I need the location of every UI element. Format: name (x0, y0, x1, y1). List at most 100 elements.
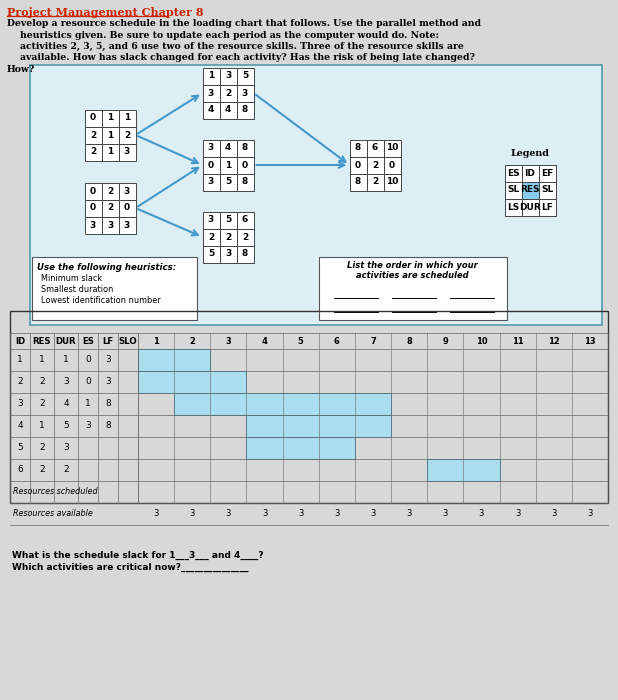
Text: 2: 2 (225, 232, 231, 241)
Bar (237, 228, 253, 246)
Text: 0: 0 (389, 160, 395, 169)
Text: 3: 3 (17, 400, 23, 409)
Bar (219, 246, 237, 262)
Text: DUR: DUR (519, 202, 541, 211)
Bar (101, 127, 119, 144)
Text: 6: 6 (17, 466, 23, 475)
Text: 10: 10 (386, 144, 398, 153)
Text: SL: SL (541, 186, 553, 195)
Text: Lowest identification number: Lowest identification number (41, 296, 161, 305)
Bar (219, 139, 237, 157)
Text: DUR: DUR (56, 337, 76, 346)
Text: SL: SL (507, 186, 519, 195)
Text: 9: 9 (442, 337, 448, 346)
Bar (30, 65, 602, 325)
Bar (138, 349, 210, 371)
Bar (522, 199, 538, 216)
FancyBboxPatch shape (32, 256, 197, 319)
Text: 1: 1 (107, 113, 113, 122)
Bar (538, 199, 556, 216)
Text: 3: 3 (208, 88, 214, 97)
Text: ES: ES (82, 337, 94, 346)
Text: 10: 10 (386, 178, 398, 186)
Bar (119, 183, 135, 200)
Text: 2: 2 (39, 377, 45, 386)
Bar (219, 85, 237, 102)
Text: 3: 3 (334, 510, 339, 519)
Text: 3: 3 (63, 377, 69, 386)
Bar (219, 228, 237, 246)
Bar (203, 228, 219, 246)
Bar (10, 311, 608, 503)
Text: 5: 5 (242, 71, 248, 80)
Bar (119, 144, 135, 160)
Bar (101, 216, 119, 234)
Text: 3: 3 (407, 510, 412, 519)
Text: 3: 3 (208, 178, 214, 186)
Text: activities 2, 3, 5, and 6 use two of the resource skills. Three of the resource : activities 2, 3, 5, and 6 use two of the… (7, 42, 464, 51)
Text: 3: 3 (226, 337, 231, 346)
Bar (522, 164, 538, 181)
Bar (350, 174, 366, 190)
Text: 1: 1 (225, 160, 231, 169)
Bar (237, 174, 253, 190)
Text: LS: LS (507, 202, 519, 211)
Text: ES: ES (507, 169, 519, 178)
Bar (504, 199, 522, 216)
Text: 1: 1 (124, 113, 130, 122)
Text: 8: 8 (355, 178, 361, 186)
Text: Resources scheduled: Resources scheduled (13, 487, 98, 496)
Bar (504, 164, 522, 181)
Text: 2: 2 (242, 232, 248, 241)
Bar (219, 157, 237, 174)
Text: 1: 1 (17, 356, 23, 365)
Bar (101, 183, 119, 200)
Bar (237, 246, 253, 262)
Bar (203, 211, 219, 228)
Text: 8: 8 (406, 337, 412, 346)
Bar (203, 67, 219, 85)
Text: 2: 2 (189, 337, 195, 346)
Text: 3: 3 (105, 356, 111, 365)
Text: 3: 3 (225, 249, 231, 258)
Bar (366, 174, 384, 190)
Text: ID: ID (525, 169, 535, 178)
Text: Use the following heuristics:: Use the following heuristics: (37, 263, 176, 272)
Text: 5: 5 (208, 249, 214, 258)
Text: available. How has slack changed for each activity? Has the risk of being late c: available. How has slack changed for eac… (7, 53, 475, 62)
Text: 3: 3 (226, 510, 231, 519)
Text: 5: 5 (225, 178, 231, 186)
Text: 2: 2 (63, 466, 69, 475)
Bar (247, 437, 355, 459)
Text: 3: 3 (208, 144, 214, 153)
Text: Legend: Legend (510, 148, 549, 158)
Text: Develop a resource schedule in the loading chart that follows. Use the parallel : Develop a resource schedule in the loadi… (7, 19, 481, 28)
Text: 3: 3 (515, 510, 520, 519)
Text: Project Management Chapter 8: Project Management Chapter 8 (7, 7, 203, 18)
Text: 0: 0 (85, 356, 91, 365)
Text: 2: 2 (17, 377, 23, 386)
Text: 0: 0 (355, 160, 361, 169)
Text: 8: 8 (242, 249, 248, 258)
Text: 3: 3 (153, 510, 159, 519)
Bar (366, 139, 384, 157)
Text: 2: 2 (90, 130, 96, 139)
Bar (237, 139, 253, 157)
Text: 3: 3 (85, 421, 91, 430)
Text: 3: 3 (90, 220, 96, 230)
Text: How?: How? (7, 65, 35, 74)
Text: 3: 3 (442, 510, 448, 519)
Text: 3: 3 (262, 510, 267, 519)
Bar (85, 127, 101, 144)
Bar (366, 157, 384, 174)
Bar (219, 67, 237, 85)
Text: 8: 8 (105, 421, 111, 430)
Text: 2: 2 (39, 466, 45, 475)
Text: 6: 6 (334, 337, 340, 346)
Text: What is the schedule slack for 1___3___ and 4____?: What is the schedule slack for 1___3___ … (12, 551, 264, 560)
Text: 3: 3 (124, 186, 130, 195)
Text: 1: 1 (39, 356, 45, 365)
Bar (237, 211, 253, 228)
Text: 1: 1 (39, 421, 45, 430)
Bar (237, 67, 253, 85)
